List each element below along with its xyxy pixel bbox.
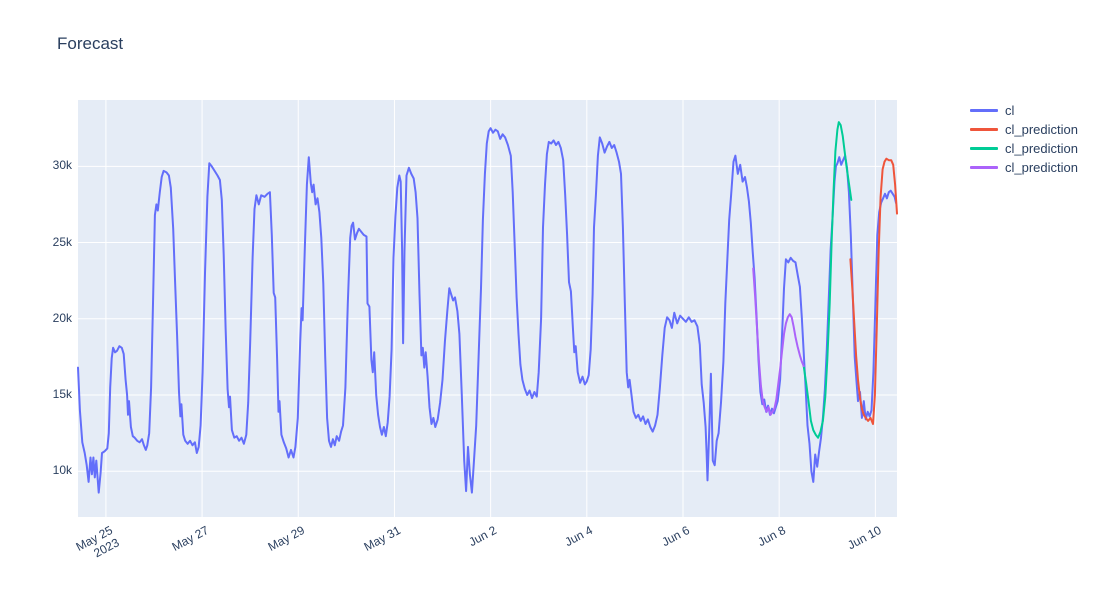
legend-line-swatch <box>970 128 998 131</box>
legend-item-cl_prediction-3[interactable]: cl_prediction <box>970 158 1078 177</box>
plot-area[interactable] <box>78 100 897 517</box>
chart-title: Forecast <box>57 34 124 53</box>
y-tick-label: 30k <box>52 158 72 173</box>
legend-line-swatch <box>970 109 998 112</box>
legend-line-swatch <box>970 166 998 169</box>
legend-item-cl-0[interactable]: cl <box>970 101 1078 120</box>
legend-label: cl_prediction <box>1005 122 1078 137</box>
legend-item-cl_prediction-2[interactable]: cl_prediction <box>970 139 1078 158</box>
legend-label: cl <box>1005 103 1015 118</box>
series-line-cl_prediction-3[interactable] <box>752 267 805 416</box>
legend-item-cl_prediction-1[interactable]: cl_prediction <box>970 120 1078 139</box>
legend-label: cl_prediction <box>1005 141 1078 156</box>
y-tick-label: 10k <box>52 463 72 478</box>
y-tick-label: 15k <box>52 387 72 402</box>
legend-label: cl_prediction <box>1005 160 1078 175</box>
series-line-cl_prediction-1[interactable] <box>849 157 898 425</box>
y-tick-label: 25k <box>52 234 72 249</box>
legend-line-swatch <box>970 147 998 150</box>
series-line-cl_prediction-2[interactable] <box>802 121 853 439</box>
y-tick-label: 20k <box>52 310 72 325</box>
legend: cl cl_prediction cl_prediction cl_predictio… <box>970 101 1078 177</box>
